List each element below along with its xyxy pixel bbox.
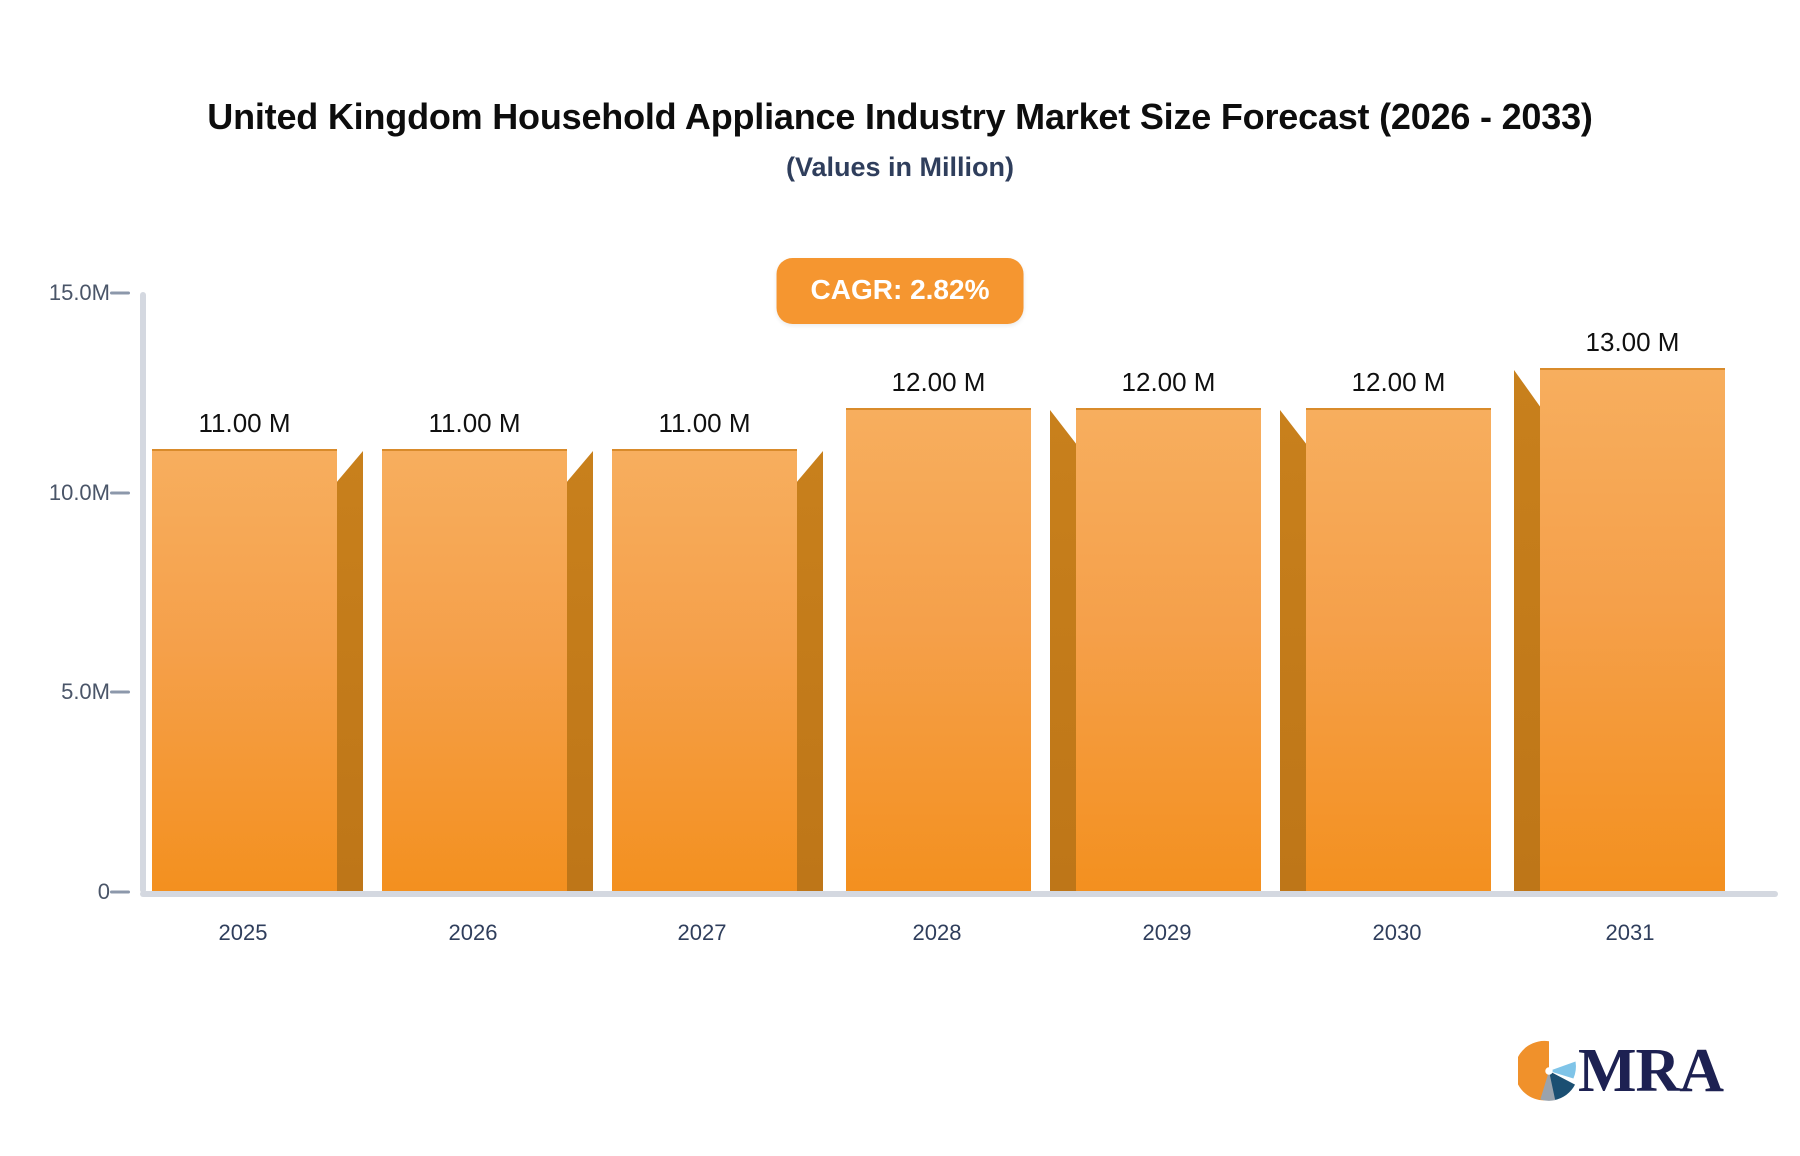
bar-front-face xyxy=(612,449,797,891)
bar-2025[interactable]: 11.00 M xyxy=(152,408,363,891)
chart-subtitle: (Values in Million) xyxy=(785,152,1015,183)
cagr-badge: CAGR: 2.82% xyxy=(776,258,1024,324)
bar-side-face xyxy=(1280,410,1306,891)
x-axis-line xyxy=(140,891,1778,897)
bar-value-label: 12.00 M xyxy=(1121,367,1216,397)
bar-side-face xyxy=(1050,410,1076,891)
y-axis-tick-label: 5.0M xyxy=(61,679,110,704)
bar-2027[interactable]: 11.00 M xyxy=(612,408,823,891)
brand-name: MRA xyxy=(1578,1037,1724,1105)
bar-front-face xyxy=(1306,408,1491,891)
bar-front-face xyxy=(152,449,337,891)
x-axis-tick-label: 2029 xyxy=(1142,920,1192,945)
x-axis-tick-label: 2027 xyxy=(677,920,727,945)
bar-front-face xyxy=(382,449,567,891)
brand-logo: MRA xyxy=(1514,1037,1724,1105)
bar-front-face xyxy=(1540,368,1725,891)
bar-side-face xyxy=(337,451,363,891)
bar-value-label: 12.00 M xyxy=(1351,367,1446,397)
bar-value-label: 11.00 M xyxy=(428,408,521,438)
bar-value-label: 11.00 M xyxy=(658,408,751,438)
x-axis-tick-label: 2026 xyxy=(448,920,498,945)
y-axis-tick-label: 10.0M xyxy=(48,480,110,505)
y-axis-tick-mark xyxy=(110,890,130,894)
x-axis-tick-label: 2031 xyxy=(1605,920,1655,945)
x-axis-tick-label: 2028 xyxy=(912,920,962,945)
y-axis-tick-mark xyxy=(110,491,130,495)
x-axis-tick-label: 2030 xyxy=(1372,920,1422,945)
bar-side-face xyxy=(797,451,823,891)
y-axis-tick-mark xyxy=(110,291,130,295)
bar-2026[interactable]: 11.00 M xyxy=(382,408,593,891)
pie-chart-icon xyxy=(1514,1040,1580,1102)
y-axis-tick-label: 0 xyxy=(97,879,110,904)
bar-2030[interactable]: 12.00 M xyxy=(1280,367,1491,891)
page-title: United Kingdom Household Appliance Indus… xyxy=(207,96,1593,137)
bar-front-face xyxy=(1076,408,1261,891)
bar-2031[interactable]: 13.00 M xyxy=(1514,327,1725,891)
chart-header: United Kingdom Household Appliance Indus… xyxy=(0,96,1800,184)
y-axis-tick-label: 15.0M xyxy=(48,280,110,305)
y-axis-tick-mark xyxy=(110,690,130,694)
bar-value-label: 13.00 M xyxy=(1585,327,1680,357)
bar-side-face xyxy=(1514,370,1540,891)
bar-2028[interactable]: 12.00 M xyxy=(846,367,1031,891)
bar-2029[interactable]: 12.00 M xyxy=(1050,367,1261,891)
y-axis-line xyxy=(140,292,146,893)
bar-value-label: 12.00 M xyxy=(891,367,986,397)
x-axis-tick-label: 2025 xyxy=(218,920,268,945)
bar-value-label: 11.00 M xyxy=(198,408,291,438)
bar-front-face xyxy=(846,408,1031,891)
bar-side-face xyxy=(567,451,593,891)
